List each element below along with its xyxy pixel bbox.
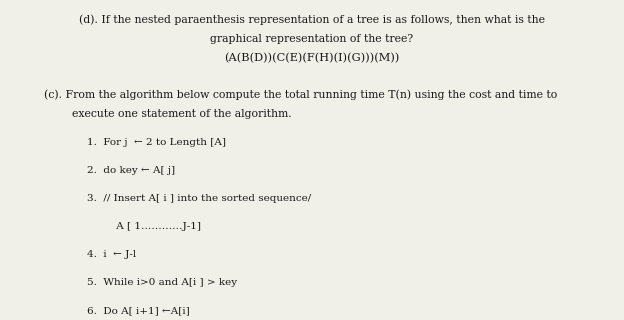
Text: (A(B(D))(C(E)(F(H)(I)(G)))(M)): (A(B(D))(C(E)(F(H)(I)(G)))(M)) (224, 53, 400, 63)
Text: 6.  Do A[ i+1] ←A[i]: 6. Do A[ i+1] ←A[i] (87, 307, 190, 316)
Text: 5.  While i>0 and A[i ] > key: 5. While i>0 and A[i ] > key (87, 278, 238, 287)
Text: 2.  do key ← A[ j]: 2. do key ← A[ j] (87, 166, 175, 175)
Text: (d). If the nested paraenthesis representation of a tree is as follows, then wha: (d). If the nested paraenthesis represen… (79, 14, 545, 25)
Text: graphical representation of the tree?: graphical representation of the tree? (210, 34, 414, 44)
Text: execute one statement of the algorithm.: execute one statement of the algorithm. (72, 109, 291, 119)
Text: (c). From the algorithm below compute the total running time T(n) using the cost: (c). From the algorithm below compute th… (44, 90, 557, 100)
Text: 4.  i  ← J-l: 4. i ← J-l (87, 250, 137, 259)
Text: A [ 1…………J-1]: A [ 1…………J-1] (87, 222, 202, 231)
Text: 3.  // Insert A[ i ] into the sorted sequence/: 3. // Insert A[ i ] into the sorted sequ… (87, 194, 311, 203)
Text: 1.  For j  ← 2 to Length [A]: 1. For j ← 2 to Length [A] (87, 138, 227, 147)
